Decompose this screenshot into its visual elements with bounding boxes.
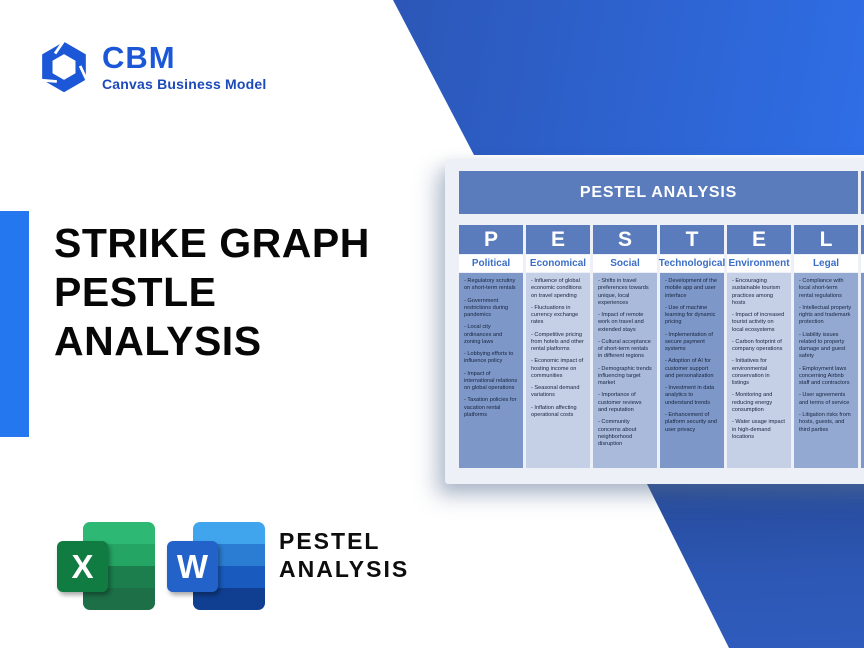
- footer-label-line-1: PESTEL: [279, 528, 381, 554]
- pestel-item: - Adoption of AI for customer support an…: [665, 358, 714, 379]
- word-letter-tile: W: [167, 541, 218, 592]
- word-icon: W: [165, 514, 265, 610]
- pestel-item: - Monitoring and reducing energy consump…: [732, 392, 773, 413]
- pestel-letter-cell: E: [727, 225, 791, 254]
- pestel-item: - Cultural acceptance of short-term rent…: [598, 338, 651, 360]
- pestel-category-cell: Legal: [794, 255, 858, 272]
- pestel-letter-cell: L: [794, 225, 858, 254]
- pestel-item: - Impact of international relations on g…: [464, 370, 518, 392]
- pestel-item: - Local city ordinances and zoning laws: [464, 324, 503, 345]
- pestel-item: - Lobbying efforts to influence policy: [464, 351, 514, 365]
- pestel-item: - User agreements and terms of service: [799, 392, 850, 406]
- pestel-item: - Encouraging sustainable tourism practi…: [732, 278, 781, 306]
- brand-tagline: Canvas Business Model: [102, 76, 267, 92]
- pestel-category-cell: [861, 255, 864, 272]
- pestel-item: - Demographic trends influencing target …: [598, 365, 652, 387]
- pestel-item: - Shifts in travel preferences towards u…: [598, 278, 649, 306]
- title-line-2: PESTLE: [54, 269, 217, 315]
- pestel-letter-cell: T: [660, 225, 724, 254]
- pestel-item: - Fluctuations in currency exchange rate…: [531, 304, 579, 326]
- title-line-1: STRIKE GRAPH: [54, 220, 370, 266]
- pestel-item: - Regulatory scrutiny on short-term rent…: [464, 278, 516, 292]
- title-line-3: ANALYSIS: [54, 318, 262, 364]
- pestel-item: - Implementation of secure payment syste…: [665, 331, 713, 353]
- pestel-table: P Political - Regulatory scrutiny on sho…: [459, 225, 864, 468]
- cbm-hexagon-icon: [39, 39, 89, 93]
- decor-left-bar: [0, 211, 29, 437]
- footer-label-line-2: ANALYSIS: [279, 556, 410, 582]
- pestel-item: - Investment in data analytics to unders…: [665, 385, 715, 406]
- pestel-item: - Taxation policies for vacation rental …: [464, 397, 517, 418]
- pestel-item: - Competitive pricing from hotels and ot…: [531, 331, 584, 353]
- pestel-column-items: - Encouraging sustainable tourism practi…: [727, 273, 791, 468]
- brand-logo: CBM Canvas Business Model: [36, 39, 266, 95]
- pestel-category-cell: Social: [593, 255, 657, 272]
- pestel-item: - Intellectual property rights and trade…: [799, 304, 852, 326]
- decor-wedge-top: [393, 0, 864, 155]
- pestel-column-items: [861, 273, 864, 468]
- pestel-column-items: - Regulatory scrutiny on short-term rent…: [459, 273, 523, 468]
- pestel-item: - Use of machine learning for dynamic pr…: [665, 304, 716, 326]
- pestel-item: - Liability issues related to property d…: [799, 331, 846, 360]
- pestel-item: - Compliance with local short-term renta…: [799, 278, 844, 299]
- pestel-letter-cell: [861, 225, 864, 254]
- pestel-letter-cell: E: [526, 225, 590, 254]
- brand-text: CBM Canvas Business Model: [102, 42, 266, 92]
- pestel-preview-card: PESTEL ANALYSIS P Political - Regulatory…: [445, 159, 864, 484]
- pestel-item: - Impact of remote work on travel and ex…: [598, 312, 644, 333]
- pestel-item: - Seasonal demand variations: [531, 385, 580, 399]
- brand-abbr: CBM: [102, 40, 176, 75]
- pestel-item: - Enhancement of platform security and u…: [665, 411, 717, 433]
- pestel-category-cell: Technological: [659, 255, 725, 272]
- pestel-category-cell: Environment: [727, 255, 791, 272]
- pestel-item: - Employment laws concerning Airbnb staf…: [799, 365, 850, 387]
- footer-label: PESTEL ANALYSIS: [279, 527, 409, 583]
- file-format-icons: X W PESTEL ANALYSIS: [55, 514, 409, 610]
- pestel-item: - Initiatives for environmental conserva…: [732, 358, 770, 387]
- pestel-item: - Importance of customer reviews and rep…: [598, 392, 642, 413]
- pestel-category-cell: Economical: [526, 255, 590, 272]
- pestel-item: - Impact of increased tourist activity o…: [732, 312, 785, 333]
- pestel-column-items: - Development of the mobile app and user…: [660, 273, 724, 468]
- pestel-category-cell: Political: [459, 255, 523, 272]
- pestel-item: - Water usage impact in high-demand loca…: [732, 419, 785, 440]
- pestel-item: - Government restrictions during pandemi…: [464, 297, 509, 319]
- pestel-item: - Carbon footprint of company operations: [732, 338, 783, 353]
- pestel-letter-cell: P: [459, 225, 523, 254]
- pestel-column-items: - Influence of global economic condition…: [526, 273, 590, 468]
- pestel-table-title-frame: [861, 171, 864, 214]
- excel-icon: X: [55, 514, 155, 610]
- pestel-table-title: PESTEL ANALYSIS: [459, 171, 858, 214]
- pestel-item: - Community concerns about neighborhood …: [598, 419, 637, 448]
- pestel-item: - Influence of global economic condition…: [531, 278, 582, 299]
- pestel-item: - Economic impact of hosting income on c…: [531, 358, 584, 379]
- pestel-item: - Inflation affecting operational costs: [531, 404, 577, 418]
- pestel-item: - Development of the mobile app and user…: [665, 278, 717, 299]
- pestel-column-items: - Shifts in travel preferences towards u…: [593, 273, 657, 468]
- pestel-column-items: - Compliance with local short-term renta…: [794, 273, 858, 468]
- page-title: STRIKE GRAPH PESTLE ANALYSIS: [54, 219, 370, 366]
- pestel-item: - Litigation risks from hosts, guests, a…: [799, 411, 851, 433]
- excel-letter-tile: X: [57, 541, 108, 592]
- pestel-letter-cell: S: [593, 225, 657, 254]
